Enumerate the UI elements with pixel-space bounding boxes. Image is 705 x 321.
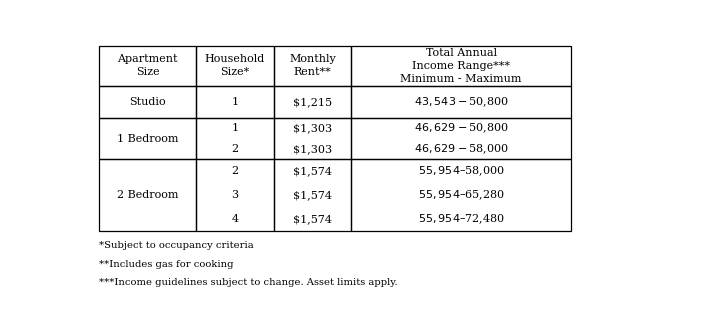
Bar	[99, 46, 196, 86]
Bar	[196, 86, 274, 118]
Text: Monthly
Rent**: Monthly Rent**	[289, 54, 336, 77]
Text: $43,543 - $50,800: $43,543 - $50,800	[414, 95, 509, 109]
Text: 2 Bedroom: 2 Bedroom	[117, 190, 178, 200]
Text: 2: 2	[231, 144, 238, 154]
Text: Household
Size*: Household Size*	[204, 54, 265, 77]
Bar	[274, 86, 351, 118]
Bar	[274, 46, 351, 86]
Text: $55,954 – $58,000: $55,954 – $58,000	[418, 164, 505, 178]
Text: 1: 1	[231, 97, 238, 107]
Text: $1,574: $1,574	[293, 166, 332, 176]
Bar	[99, 159, 196, 231]
Text: $1,303: $1,303	[293, 124, 332, 134]
Text: *Subject to occupancy criteria: *Subject to occupancy criteria	[99, 241, 254, 250]
Text: 1: 1	[231, 124, 238, 134]
Text: 2: 2	[231, 166, 238, 176]
Text: $1,303: $1,303	[293, 144, 332, 154]
Text: **Includes gas for cooking: **Includes gas for cooking	[99, 260, 233, 269]
Bar	[99, 86, 196, 118]
Text: 3: 3	[231, 190, 238, 200]
Text: $1,215: $1,215	[293, 97, 332, 107]
Text: Apartment
Size: Apartment Size	[117, 54, 178, 77]
Text: 4: 4	[231, 214, 238, 224]
Bar	[351, 118, 571, 159]
Bar	[99, 118, 196, 159]
Bar	[196, 159, 274, 231]
Text: Total Annual
Income Range***
Minimum - Maximum: Total Annual Income Range*** Minimum - M…	[400, 48, 522, 84]
Text: ***Income guidelines subject to change. Asset limits apply.: ***Income guidelines subject to change. …	[99, 278, 398, 287]
Bar	[196, 46, 274, 86]
Bar	[274, 118, 351, 159]
Text: $46,629 - $58,000: $46,629 - $58,000	[414, 142, 508, 156]
Text: 1 Bedroom: 1 Bedroom	[117, 134, 178, 143]
Text: $1,574: $1,574	[293, 214, 332, 224]
Bar	[196, 118, 274, 159]
Bar	[351, 159, 571, 231]
Text: Studio: Studio	[129, 97, 166, 107]
Bar	[351, 86, 571, 118]
Text: $55,954 – $65,280: $55,954 – $65,280	[418, 188, 505, 202]
Text: $55,954 – $72,480: $55,954 – $72,480	[418, 213, 505, 226]
Text: $46,629 - $50,800: $46,629 - $50,800	[414, 122, 508, 135]
Bar	[351, 46, 571, 86]
Bar	[274, 159, 351, 231]
Text: $1,574: $1,574	[293, 190, 332, 200]
